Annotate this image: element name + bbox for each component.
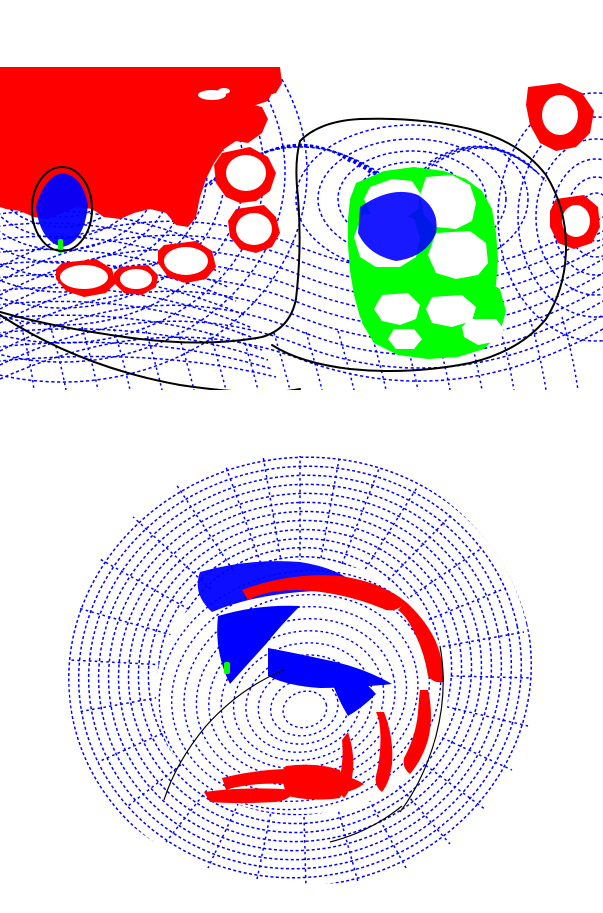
right-vortex-streamlines	[497, 92, 603, 342]
torus-projection-panel	[0, 440, 603, 900]
black-separatrix-bottom	[163, 645, 444, 843]
poincare-map-panel	[0, 67, 603, 390]
black-separatrix-curve	[0, 117, 568, 390]
red-band-white-holes	[198, 88, 230, 100]
red-arc-fragments	[204, 575, 444, 803]
torus-projection-svg	[0, 440, 603, 900]
red-island-white-holes	[60, 95, 590, 289]
green-vortex-core	[58, 239, 63, 253]
green-marker-point	[224, 662, 230, 674]
vortex-separatrix-circle	[31, 166, 93, 252]
blue-dense-cores	[36, 173, 437, 261]
phase-map-svg	[0, 67, 603, 390]
